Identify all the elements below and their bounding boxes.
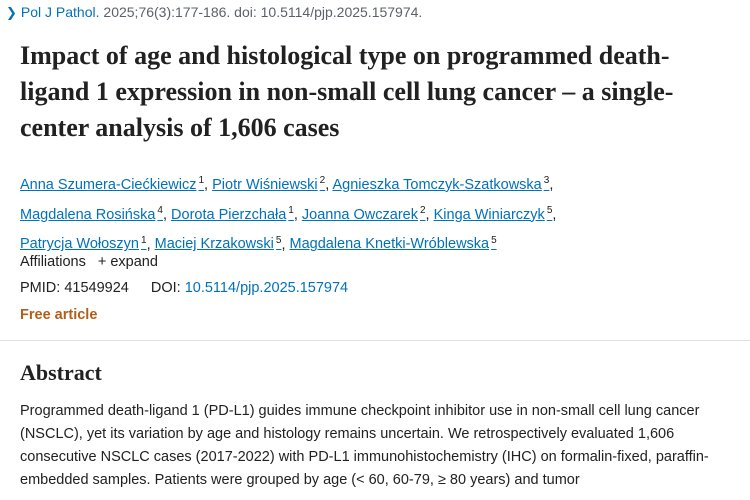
doi-label: DOI: [150,280,181,296]
author-list: Anna Szumera-Ciećkiewicz 1, Piotr Wiśniew… [20,175,557,253]
plus-icon: + [97,254,107,270]
journal-link[interactable]: Pol J Pathol. [20,4,100,20]
pmid-label: PMID: [20,280,61,296]
doi-link[interactable]: 10.5114/pjp.2025.157974 [184,280,349,296]
abstract-heading: Abstract [20,360,102,385]
author-link[interactable]: Anna Szumera-Ciećkiewicz 1 [20,175,205,193]
affiliations-toggle[interactable]: Affiliations + expand [20,254,158,270]
pmid-value: 41549924 [64,280,129,296]
citation-details: 2025;76(3):177-186. doi: 10.5114/pjp.202… [103,4,423,20]
section-divider [0,340,750,341]
author-link[interactable]: Magdalena Knetki-Wróblewska 5 [289,234,497,253]
author-link[interactable]: Dorota Pierzchała 1 [171,204,294,223]
abstract-text: Programmed death-ligand 1 (PD-L1) guides… [20,403,709,488]
author-link[interactable]: Kinga Winiarczyk 5 [433,204,553,223]
author-link[interactable]: Agnieszka Tomczyk-Szatkowska 3 [332,175,550,193]
author-link[interactable]: Patrycja Wołoszyn 1 [20,234,147,253]
affiliation-ref[interactable]: 1 [288,204,294,216]
affiliation-ref[interactable]: 4 [157,204,163,216]
affiliation-ref[interactable]: 1 [198,175,205,186]
chevron-right-icon[interactable]: ❯ [6,5,17,20]
affiliations-label: Affiliations [20,254,86,270]
citation-line: ❯ Pol J Pathol. 2025;76(3):177-186. doi: … [6,4,422,21]
expand-label: expand [110,254,158,270]
article-title: Impact of age and histological type on p… [20,41,674,142]
affiliation-ref[interactable]: 2 [319,175,326,186]
affiliation-ref[interactable]: 3 [543,175,550,186]
affiliation-ref[interactable]: 2 [419,204,426,216]
affiliation-ref[interactable]: 5 [546,204,553,216]
author-link[interactable]: Piotr Wiśniewski 2 [212,175,326,193]
identifiers: PMID: 41549924 DOI: 10.5114/pjp.2025.157… [20,280,348,296]
free-article-badge: Free article [20,307,98,323]
author-link[interactable]: Maciej Krzakowski 5 [154,234,282,253]
affiliation-ref[interactable]: 5 [491,234,497,246]
author-link[interactable]: Magdalena Rosińska 4 [20,204,163,223]
author-link[interactable]: Joanna Owczarek 2 [301,204,426,223]
affiliation-ref[interactable]: 5 [275,234,282,246]
affiliation-ref[interactable]: 1 [141,234,147,246]
